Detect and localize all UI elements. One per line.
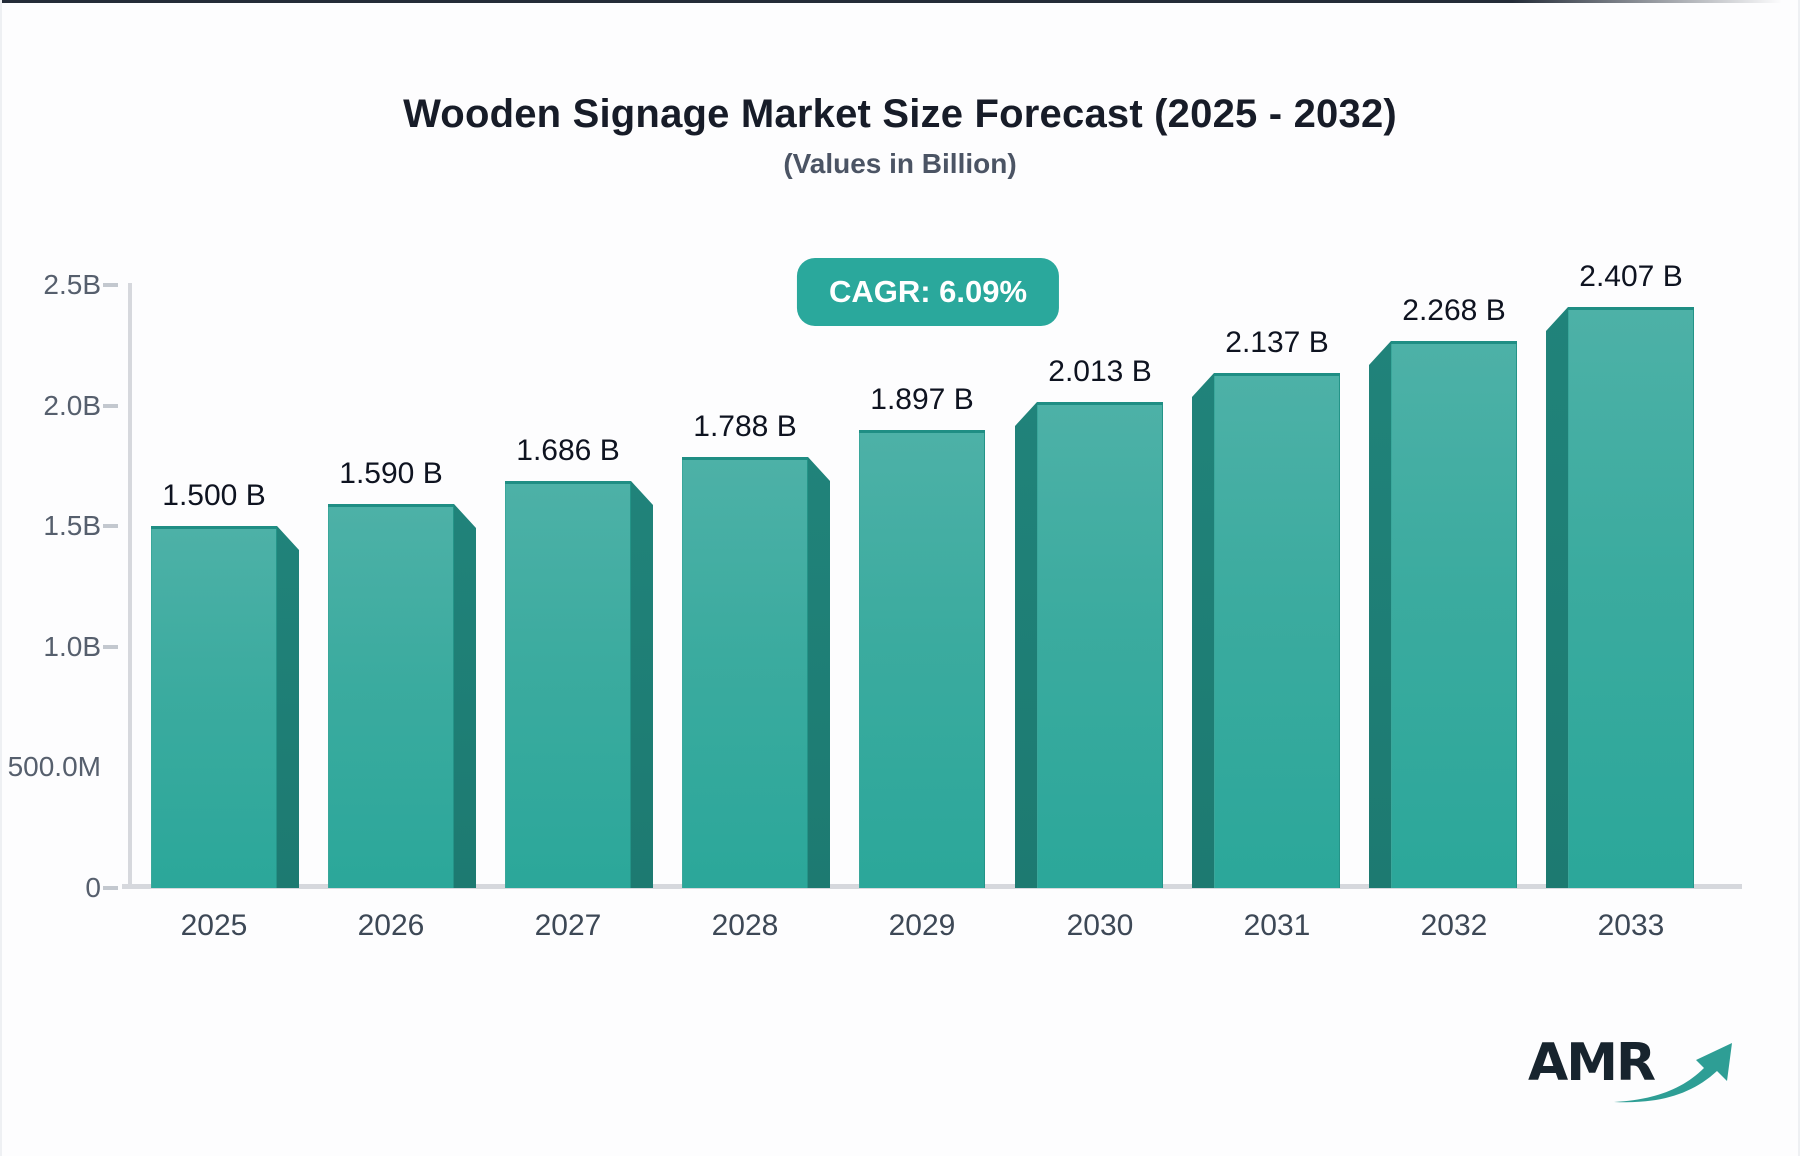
bar-side-2028 <box>808 457 830 888</box>
y-tick-label-500.0M: 500.0M <box>7 751 101 782</box>
bar-front-2032 <box>1391 341 1517 888</box>
x-tick-label-2033: 2033 <box>1597 909 1665 942</box>
bar-front-2027 <box>505 481 631 888</box>
y-tick-label-2.0B: 2.0B <box>43 390 101 421</box>
window-left-edge <box>0 0 2 1156</box>
cagr-badge: CAGR: 6.09% <box>796 258 1060 326</box>
bar-value-label-2028: 1.788 B <box>693 410 797 443</box>
amr-logo-text: AMR <box>1528 1033 1656 1093</box>
window-right-edge <box>1798 0 1800 1156</box>
bar-value-label-2026: 1.590 B <box>339 457 443 490</box>
y-tick-dash-2.0B <box>103 404 118 408</box>
bar-value-label-2030: 2.013 B <box>1048 355 1152 388</box>
x-tick-label-2029: 2029 <box>888 909 956 942</box>
bar-side-2030 <box>1015 402 1037 888</box>
amr-logo-arrow-icon <box>1614 1043 1732 1103</box>
bar-value-label-2029: 1.897 B <box>870 383 974 416</box>
y-tick-label-1.5B: 1.5B <box>43 510 101 541</box>
y-tick-label-1.0B: 1.0B <box>43 631 101 662</box>
bar-side-2027 <box>631 481 653 888</box>
y-tick-dash-0 <box>103 886 118 890</box>
bar-side-2026 <box>454 504 476 888</box>
chart-subtitle: (Values in Billion) <box>783 148 1017 179</box>
bar-value-label-2032: 2.268 B <box>1402 294 1506 327</box>
bar-front-2026 <box>328 504 454 888</box>
bar-front-2033 <box>1568 307 1694 888</box>
y-tick-label-0: 0 <box>85 872 101 903</box>
amr-logo: AMR <box>1528 1032 1738 1116</box>
bar-side-2031 <box>1192 373 1214 888</box>
y-tick-dash-2.5B <box>103 283 118 287</box>
bar-side-2033 <box>1546 307 1568 888</box>
chart-title: Wooden Signage Market Size Forecast (202… <box>403 92 1397 136</box>
bar-value-label-2033: 2.407 B <box>1579 260 1683 293</box>
x-tick-label-2026: 2026 <box>357 909 425 942</box>
x-tick-label-2027: 2027 <box>534 909 602 942</box>
bar-side-2032 <box>1369 341 1391 888</box>
bar-front-2025 <box>151 526 277 888</box>
bar-front-2031 <box>1214 373 1340 888</box>
x-tick-label-2031: 2031 <box>1243 909 1311 942</box>
x-tick-label-2030: 2030 <box>1066 909 1134 942</box>
y-tick-dash-1.0B <box>103 645 118 649</box>
bar-value-label-2027: 1.686 B <box>516 434 620 467</box>
bar-front-2029 <box>859 430 985 888</box>
y-axis-line <box>128 283 132 886</box>
y-tick-dash-1.5B <box>103 524 118 528</box>
bar-front-2028 <box>682 457 808 888</box>
bar-side-2025 <box>277 526 299 888</box>
bar-value-label-2025: 1.500 B <box>162 479 266 512</box>
bar-value-label-2031: 2.137 B <box>1225 326 1329 359</box>
window-top-edge <box>0 0 1800 3</box>
bar-front-2030 <box>1037 402 1163 888</box>
x-tick-label-2025: 2025 <box>180 909 248 942</box>
x-tick-label-2028: 2028 <box>711 909 779 942</box>
x-tick-label-2032: 2032 <box>1420 909 1488 942</box>
y-tick-label-2.5B: 2.5B <box>43 269 101 300</box>
cagr-badge-label: CAGR: 6.09% <box>828 274 1028 309</box>
